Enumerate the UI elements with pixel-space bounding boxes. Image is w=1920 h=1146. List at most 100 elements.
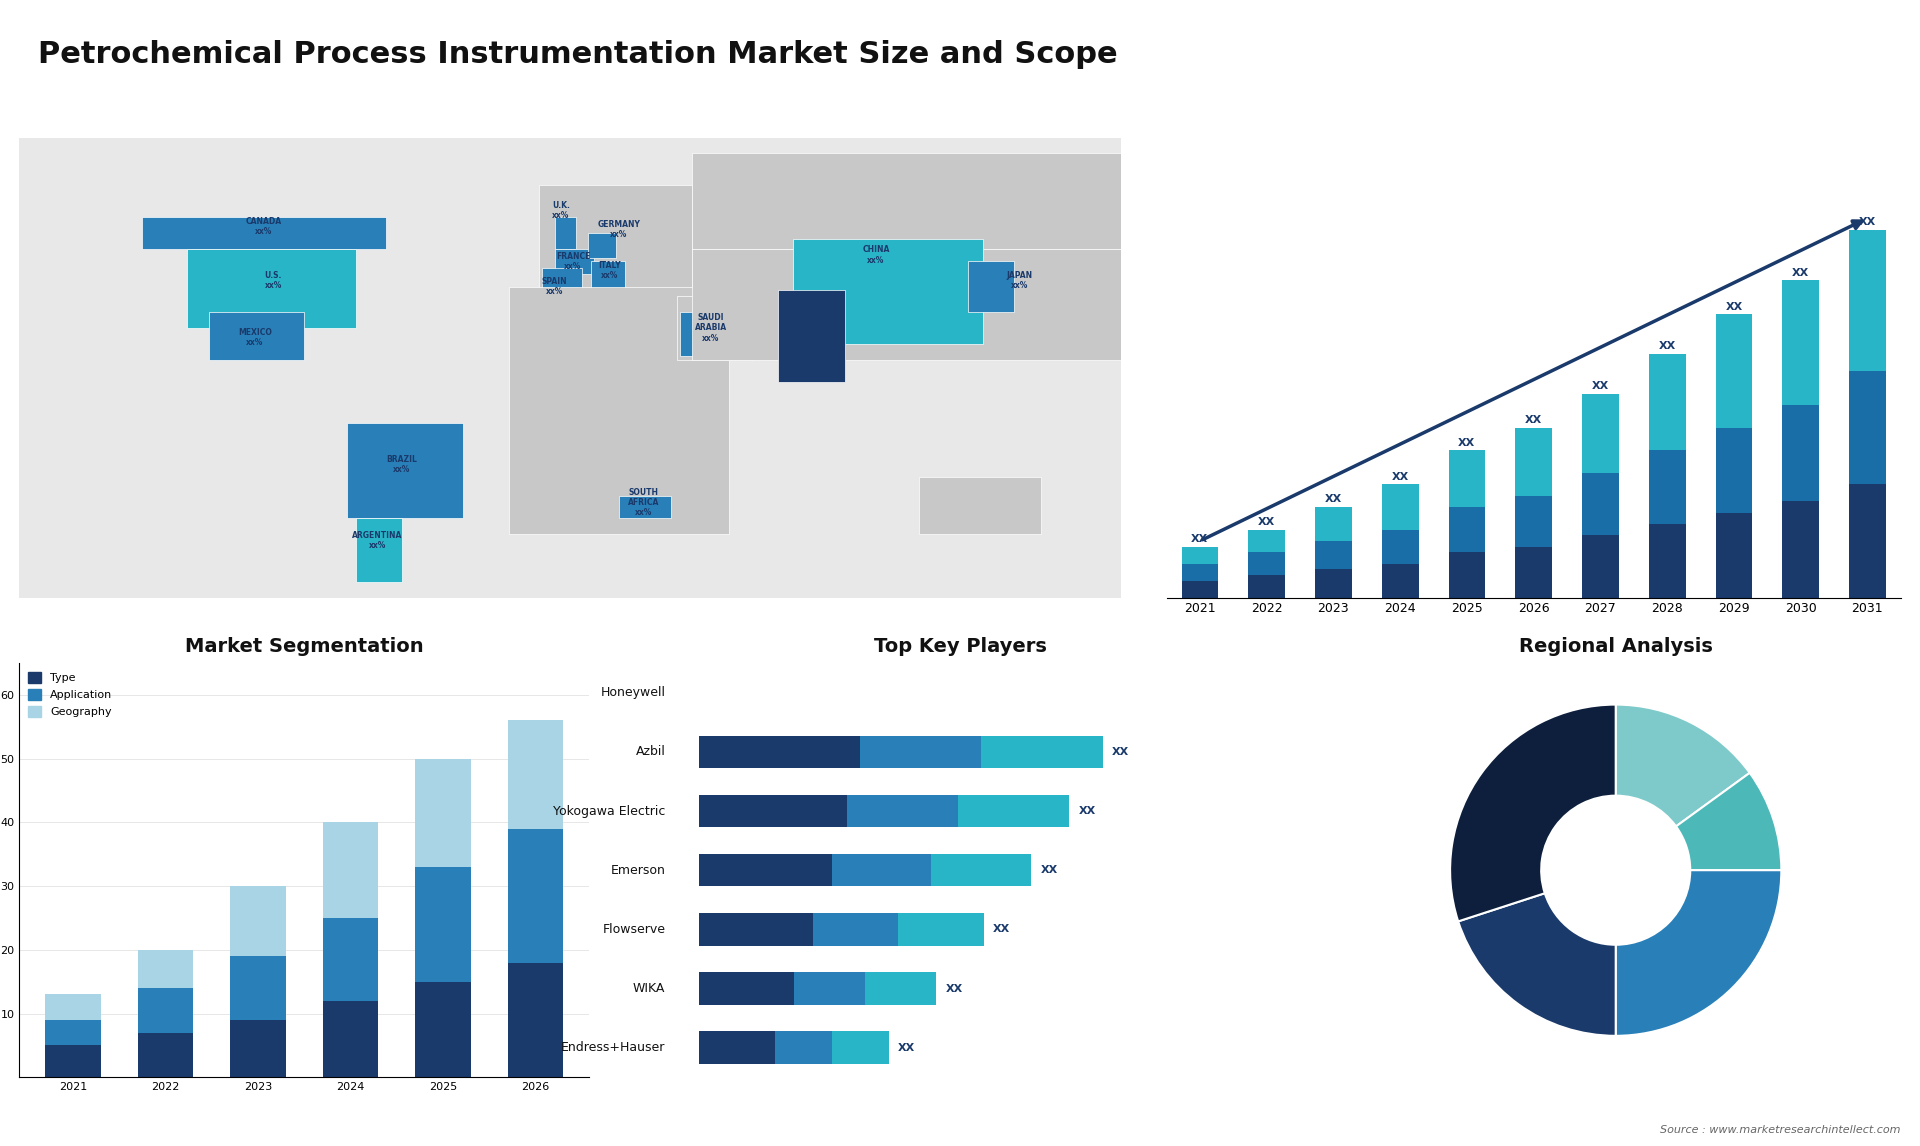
Bar: [931, 854, 1031, 887]
FancyBboxPatch shape: [13, 131, 1127, 604]
Text: MARKET
RESEARCH
INTELLECT: MARKET RESEARCH INTELLECT: [1718, 112, 1776, 149]
Text: XX: XX: [993, 925, 1010, 934]
Text: CHINA
xx%: CHINA xx%: [862, 245, 889, 265]
Title: Regional Analysis: Regional Analysis: [1519, 637, 1713, 656]
Bar: [1716, 314, 1753, 427]
Bar: [1448, 552, 1486, 597]
Polygon shape: [541, 268, 582, 293]
Bar: [1315, 570, 1352, 597]
Bar: [509, 963, 563, 1077]
Bar: [831, 854, 931, 887]
Bar: [1181, 564, 1219, 581]
Bar: [699, 972, 793, 1005]
Bar: [699, 736, 860, 768]
Text: XX: XX: [1726, 301, 1743, 312]
Bar: [1248, 575, 1284, 597]
Bar: [1181, 581, 1219, 597]
Bar: [415, 868, 470, 982]
Polygon shape: [678, 296, 753, 360]
Bar: [1382, 564, 1419, 597]
Bar: [1649, 354, 1686, 450]
Polygon shape: [348, 423, 463, 518]
Polygon shape: [1645, 40, 1822, 103]
Bar: [1716, 512, 1753, 597]
Bar: [981, 736, 1102, 768]
Bar: [1849, 371, 1885, 485]
Text: XX: XX: [1325, 494, 1342, 504]
Text: XX: XX: [1190, 534, 1208, 544]
Bar: [1515, 496, 1551, 547]
Text: Petrochemical Process Instrumentation Market Size and Scope: Petrochemical Process Instrumentation Ma…: [38, 40, 1117, 69]
Polygon shape: [588, 233, 616, 258]
Bar: [138, 988, 194, 1033]
Text: MEXICO
xx%: MEXICO xx%: [238, 328, 273, 347]
Bar: [866, 972, 937, 1005]
Bar: [323, 918, 378, 1000]
Legend: Type, Application, Geography: Type, Application, Geography: [25, 669, 115, 721]
Bar: [1782, 281, 1818, 405]
Text: Endress+Hauser: Endress+Hauser: [561, 1042, 666, 1054]
Bar: [847, 795, 958, 827]
Bar: [774, 1031, 831, 1063]
Bar: [138, 950, 194, 988]
Bar: [1782, 501, 1818, 597]
Bar: [1315, 541, 1352, 570]
Bar: [899, 913, 983, 945]
Bar: [1849, 229, 1885, 371]
Polygon shape: [355, 518, 401, 582]
Text: JAPAN
xx%: JAPAN xx%: [1006, 270, 1033, 290]
Polygon shape: [555, 249, 595, 274]
Text: Flowserve: Flowserve: [603, 923, 666, 936]
Bar: [230, 1020, 286, 1077]
Bar: [509, 829, 563, 963]
Wedge shape: [1676, 772, 1782, 870]
Text: XX: XX: [1659, 342, 1676, 352]
Polygon shape: [591, 261, 626, 290]
Bar: [1448, 450, 1486, 507]
Text: U.K.
xx%: U.K. xx%: [551, 201, 570, 220]
Text: XX: XX: [1459, 438, 1476, 448]
Bar: [812, 913, 899, 945]
Wedge shape: [1617, 705, 1749, 826]
Text: XX: XX: [1791, 268, 1809, 277]
Bar: [860, 736, 981, 768]
Bar: [230, 886, 286, 956]
Bar: [1716, 427, 1753, 512]
Polygon shape: [680, 312, 741, 356]
Bar: [699, 795, 847, 827]
Bar: [323, 823, 378, 918]
Bar: [1382, 485, 1419, 529]
Bar: [1582, 473, 1619, 535]
Text: CANADA
xx%: CANADA xx%: [246, 217, 282, 236]
Text: XX: XX: [1392, 471, 1409, 481]
Bar: [415, 982, 470, 1077]
Text: XX: XX: [899, 1043, 916, 1053]
Polygon shape: [793, 240, 983, 344]
Polygon shape: [142, 217, 386, 249]
Bar: [1248, 552, 1284, 575]
Polygon shape: [555, 217, 576, 249]
Polygon shape: [209, 312, 303, 360]
Text: U.S.
xx%: U.S. xx%: [265, 270, 282, 290]
Bar: [958, 795, 1069, 827]
Bar: [793, 972, 866, 1005]
Text: XX: XX: [1258, 517, 1275, 527]
Bar: [1181, 547, 1219, 564]
Bar: [1515, 427, 1551, 496]
Wedge shape: [1450, 705, 1617, 921]
Text: SPAIN
xx%: SPAIN xx%: [541, 277, 568, 297]
Polygon shape: [188, 249, 355, 328]
Bar: [415, 759, 470, 868]
Bar: [44, 1045, 100, 1077]
Polygon shape: [618, 496, 670, 518]
Bar: [1582, 394, 1619, 473]
Bar: [1448, 507, 1486, 552]
Text: WIKA: WIKA: [634, 982, 666, 995]
Text: ITALY
xx%: ITALY xx%: [599, 261, 620, 281]
Bar: [1248, 529, 1284, 552]
Bar: [1315, 507, 1352, 541]
Text: FRANCE
xx%: FRANCE xx%: [555, 252, 589, 270]
Text: Honeywell: Honeywell: [601, 686, 666, 699]
Text: INDIA
xx%: INDIA xx%: [799, 308, 824, 328]
Bar: [699, 1031, 774, 1063]
